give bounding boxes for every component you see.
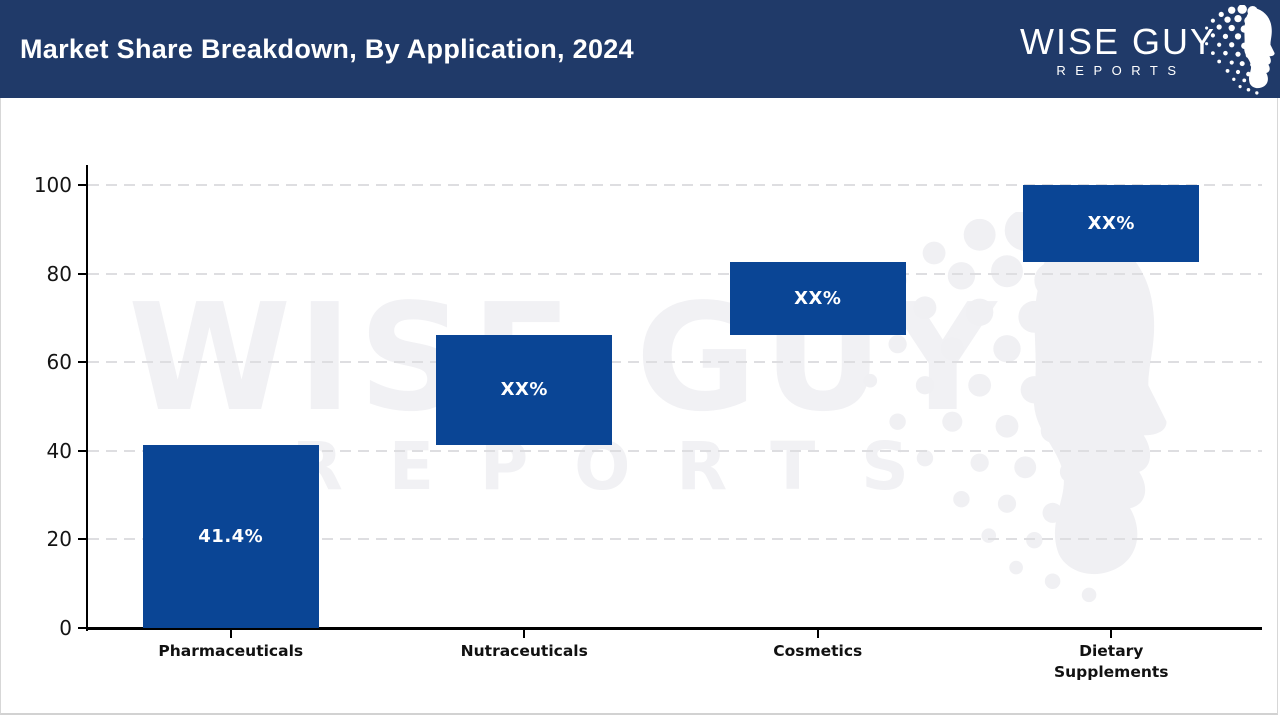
x-axis	[86, 627, 1262, 630]
y-tick-label-60: 60	[46, 350, 72, 375]
gridline-60	[88, 361, 1262, 364]
bar-value-label-dietary-supplements: XX%	[1087, 212, 1135, 234]
x-tick-dietary-supplements	[1110, 630, 1113, 638]
y-tick-40	[78, 449, 86, 452]
x-tick-label-nutraceuticals: Nutraceuticals	[460, 642, 588, 660]
logo-sub-text: REPORTS	[1056, 63, 1186, 78]
bar-dietary-supplements: XX%	[1023, 185, 1200, 262]
y-tick-60	[78, 361, 86, 364]
y-tick-label-40: 40	[46, 438, 72, 463]
y-tick-label-0: 0	[59, 616, 72, 640]
y-tick-label-80: 80	[46, 261, 72, 286]
y-tick-0	[78, 627, 86, 629]
logo-brand-text: WISE GUY	[1019, 21, 1216, 62]
x-tick-label-cosmetics: Cosmetics	[773, 642, 863, 660]
y-tick-label-20: 20	[46, 527, 72, 552]
bar-pharmaceuticals: 41.4%	[142, 444, 319, 628]
chart-title: Market Share Breakdown, By Application, …	[20, 33, 634, 64]
wiseguy-logo: WISE GUY REPORTS	[1020, 4, 1276, 96]
y-tick-label-100: 100	[33, 173, 72, 197]
bar-value-label-pharmaceuticals: 41.4%	[198, 525, 264, 547]
gridline-100	[88, 184, 1262, 186]
bar-value-label-cosmetics: XX%	[794, 287, 842, 309]
header-bar: Market Share Breakdown, By Application, …	[0, 0, 1280, 98]
gridline-20	[88, 538, 1262, 541]
logo-face-icon	[1200, 5, 1276, 95]
x-tick-nutraceuticals	[523, 630, 526, 638]
x-tick-label-dietary-supplements: Dietary Supplements	[1053, 642, 1169, 681]
gridline-80	[88, 272, 1262, 275]
bar-value-label-nutraceuticals: XX%	[500, 379, 548, 401]
y-tick-20	[78, 538, 86, 541]
y-tick-100	[78, 184, 86, 186]
x-tick-label-pharmaceuticals: Pharmaceuticals	[158, 642, 304, 660]
x-tick-cosmetics	[816, 630, 819, 638]
x-tick-pharmaceuticals	[229, 630, 232, 638]
bar-cosmetics: XX%	[729, 261, 906, 335]
y-tick-80	[78, 272, 86, 275]
gridline-40	[88, 449, 1262, 452]
y-axis	[86, 165, 88, 631]
logo-text: WISE GUY REPORTS	[1019, 21, 1216, 79]
bar-nutraceuticals: XX%	[436, 334, 613, 445]
